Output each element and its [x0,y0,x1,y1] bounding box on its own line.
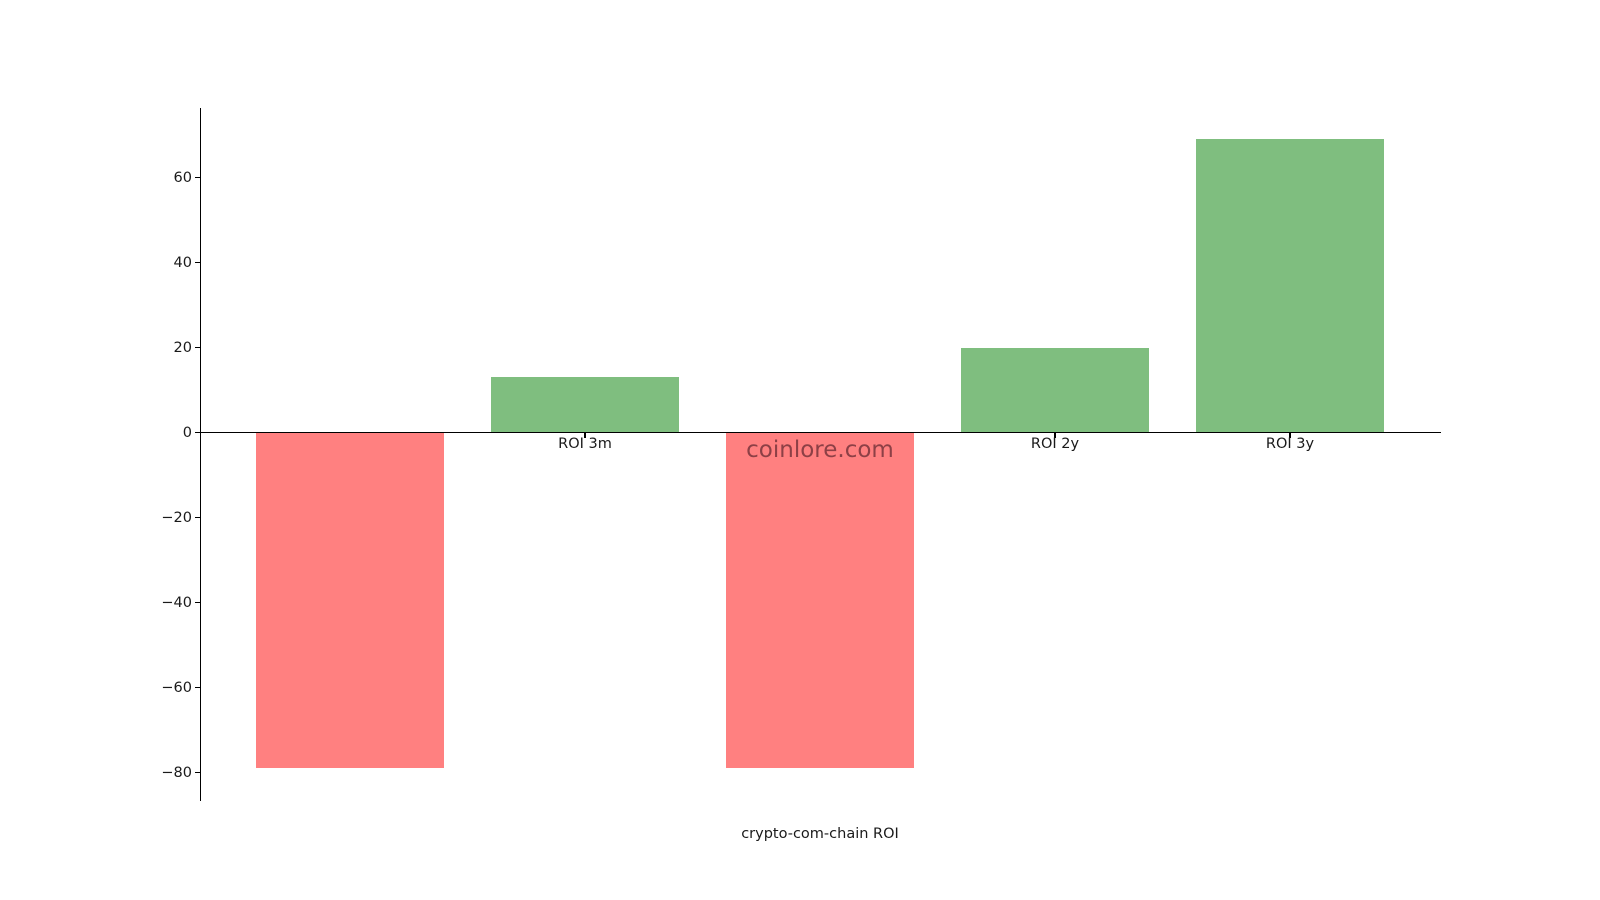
y-tick [194,261,200,264]
x-tick [1289,433,1291,438]
x-tick-label: ROI 3y [1265,435,1315,452]
x-axis-zero-line [199,431,1441,434]
x-tick-label: ROI 3m [558,435,612,452]
y-tick-label: −60 [161,679,192,696]
y-tick [194,686,200,689]
bar-3 [726,432,914,769]
bar-4 [961,347,1149,433]
bar-2 [491,377,679,433]
x-tick [584,433,586,438]
bar-1 [256,432,444,769]
y-axis-spine [199,108,201,801]
y-tick-label: −80 [161,764,192,781]
y-tick [194,176,200,179]
y-tick-label: −40 [161,594,192,611]
y-tick [194,601,200,604]
x-tick [1054,433,1056,438]
bar-5 [1196,139,1384,433]
y-tick-label: 40 [173,254,192,271]
y-tick [194,516,200,519]
watermark-text: coinlore.com [746,437,894,463]
y-tick-label: 20 [173,339,192,356]
y-tick-label: 60 [173,169,192,186]
y-tick [194,431,200,434]
chart-title: crypto-com-chain ROI [741,826,899,842]
y-tick [194,346,200,349]
x-tick-label: ROI 2y [1030,435,1080,452]
y-tick-label: 0 [182,424,192,441]
y-tick [194,771,200,774]
y-tick-label: −20 [161,509,192,526]
